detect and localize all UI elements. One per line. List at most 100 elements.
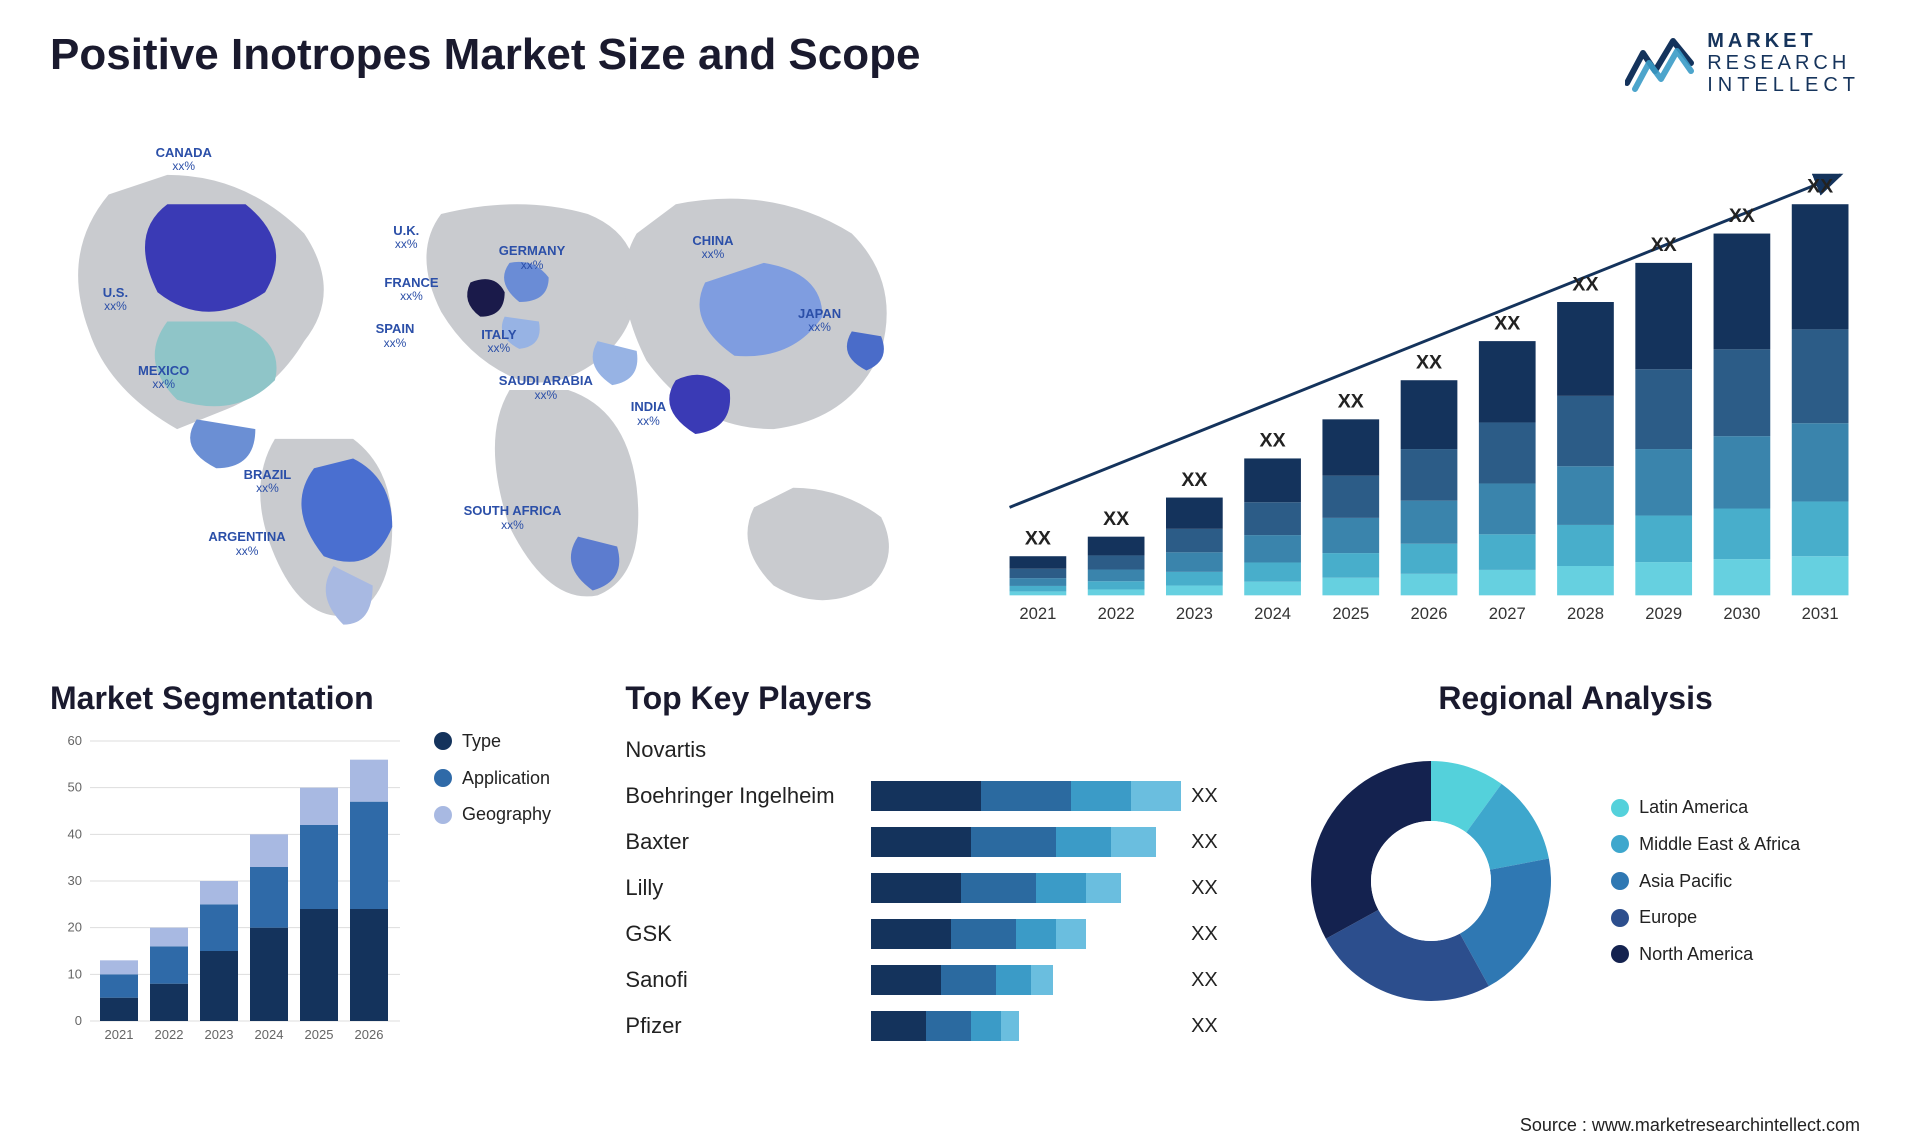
player-value: XX	[1191, 831, 1241, 854]
svg-text:2026: 2026	[355, 1027, 384, 1042]
map-label-u-k-: U.K.xx%	[393, 224, 419, 251]
player-value: XX	[1191, 923, 1241, 946]
map-label-argentina: ARGENTINAxx%	[208, 530, 285, 557]
svg-text:2031: 2031	[1802, 604, 1839, 623]
legend-dot	[434, 732, 452, 750]
svg-text:2026: 2026	[1411, 604, 1448, 623]
legend-dot	[434, 769, 452, 787]
svg-text:2022: 2022	[1098, 604, 1135, 623]
segmentation-legend: Type Application Geography	[434, 731, 551, 1051]
player-row: Baxter XX	[625, 823, 1241, 861]
svg-text:2024: 2024	[255, 1027, 284, 1042]
player-bar-segment	[1001, 1011, 1019, 1041]
regional-donut	[1281, 731, 1581, 1031]
legend-dot	[1611, 799, 1629, 817]
svg-text:XX: XX	[1103, 508, 1129, 530]
world-map: CANADAxx%U.S.xx%MEXICOxx%BRAZILxx%ARGENT…	[50, 130, 930, 650]
regional-legend-item: Europe	[1611, 907, 1800, 928]
player-bar	[871, 781, 1185, 811]
svg-text:XX: XX	[1572, 273, 1598, 295]
legend-dot	[1611, 835, 1629, 853]
svg-text:XX: XX	[1494, 312, 1520, 334]
svg-text:20: 20	[68, 920, 82, 935]
player-bar-segment	[871, 827, 971, 857]
svg-text:0: 0	[75, 1013, 82, 1028]
svg-text:2021: 2021	[105, 1027, 134, 1042]
regional-legend-item: Asia Pacific	[1611, 871, 1800, 892]
regional-legend-item: North America	[1611, 944, 1800, 965]
player-value: XX	[1191, 877, 1241, 900]
player-bar-segment	[941, 965, 996, 995]
map-label-saudi-arabia: SAUDI ARABIAxx%	[499, 374, 593, 401]
player-row: Lilly XX	[625, 869, 1241, 907]
legend-dot	[1611, 909, 1629, 927]
player-bar-segment	[871, 919, 951, 949]
legend-dot	[1611, 945, 1629, 963]
legend-label: Asia Pacific	[1639, 871, 1732, 892]
regional-section: Regional Analysis Latin AmericaMiddle Ea…	[1281, 680, 1870, 1100]
player-name: Boehringer Ingelheim	[625, 783, 865, 809]
player-bar	[871, 919, 1185, 949]
player-bar-segment	[1131, 781, 1181, 811]
player-bar-segment	[1111, 827, 1156, 857]
svg-text:XX: XX	[1025, 527, 1051, 549]
segmentation-legend-item: Application	[434, 768, 551, 789]
legend-dot	[1611, 872, 1629, 890]
map-label-canada: CANADAxx%	[156, 146, 212, 173]
player-bar-segment	[996, 965, 1031, 995]
main-chart-svg: 2021XX2022XX2023XX2024XX2025XX2026XX2027…	[990, 130, 1870, 650]
svg-text:40: 40	[68, 826, 82, 841]
map-label-mexico: MEXICOxx%	[138, 364, 189, 391]
player-row: Novartis	[625, 731, 1241, 769]
regional-legend-item: Latin America	[1611, 797, 1800, 818]
player-bar-segment	[971, 1011, 1001, 1041]
player-name: Baxter	[625, 829, 865, 855]
player-bar	[871, 827, 1185, 857]
player-bar	[871, 965, 1185, 995]
svg-text:XX: XX	[1807, 175, 1833, 197]
player-bar	[871, 873, 1185, 903]
svg-text:50: 50	[68, 780, 82, 795]
svg-text:2023: 2023	[1176, 604, 1213, 623]
map-label-china: CHINAxx%	[692, 234, 733, 261]
svg-text:XX: XX	[1260, 430, 1286, 452]
legend-label: Geography	[462, 804, 551, 825]
player-bar-segment	[871, 873, 961, 903]
player-value: XX	[1191, 785, 1241, 808]
map-label-india: INDIAxx%	[631, 400, 666, 427]
svg-text:10: 10	[68, 966, 82, 981]
player-bar-segment	[871, 781, 981, 811]
player-bar-segment	[971, 827, 1056, 857]
player-bar-segment	[1086, 873, 1121, 903]
player-bar-segment	[981, 781, 1071, 811]
svg-text:2027: 2027	[1489, 604, 1526, 623]
svg-text:2030: 2030	[1723, 604, 1760, 623]
svg-text:2021: 2021	[1019, 604, 1056, 623]
map-label-spain: SPAINxx%	[376, 322, 415, 349]
map-label-u-s-: U.S.xx%	[103, 286, 128, 313]
legend-label: Europe	[1639, 907, 1697, 928]
player-name: Sanofi	[625, 967, 865, 993]
svg-text:2025: 2025	[1332, 604, 1369, 623]
svg-text:XX: XX	[1338, 391, 1364, 413]
legend-label: North America	[1639, 944, 1753, 965]
svg-text:XX: XX	[1181, 469, 1207, 491]
map-label-germany: GERMANYxx%	[499, 244, 565, 271]
brand-logo: MARKET RESEARCH INTELLECT	[1625, 30, 1860, 96]
player-row: PfizerXX	[625, 1007, 1241, 1045]
svg-text:XX: XX	[1651, 234, 1677, 256]
segmentation-legend-item: Geography	[434, 804, 551, 825]
player-bar-segment	[951, 919, 1016, 949]
player-bar-segment	[871, 1011, 926, 1041]
player-name: Lilly	[625, 875, 865, 901]
map-label-italy: ITALYxx%	[481, 328, 516, 355]
svg-text:30: 30	[68, 873, 82, 888]
player-bar	[871, 1011, 1185, 1041]
player-name: GSK	[625, 921, 865, 947]
legend-label: Type	[462, 731, 501, 752]
player-bar	[871, 735, 1185, 765]
svg-text:60: 60	[68, 733, 82, 748]
logo-icon	[1625, 33, 1695, 93]
legend-label: Middle East & Africa	[1639, 834, 1800, 855]
player-value: XX	[1191, 1015, 1241, 1038]
